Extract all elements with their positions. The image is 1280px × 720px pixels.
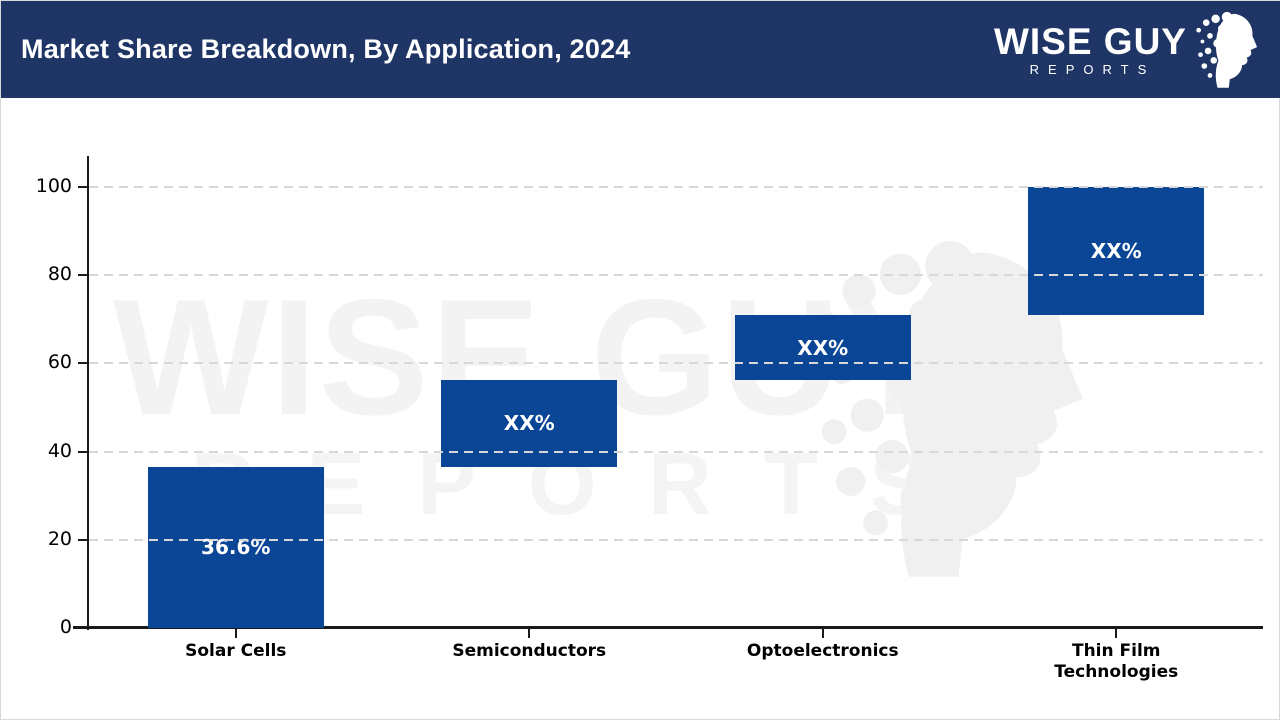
y-axis-tick-0 <box>78 627 87 629</box>
y-axis-tick-label-100: 100 <box>35 175 72 197</box>
x-axis-tick-solar-cells <box>234 629 237 638</box>
y-axis-tick-label-80: 80 <box>47 263 72 286</box>
header: Market Share Breakdown, By Application, … <box>1 1 1280 98</box>
x-axis-tick-thin-film-technologies <box>1115 629 1118 638</box>
gridline-80 <box>89 274 1263 277</box>
y-axis-tick-80 <box>78 274 87 277</box>
gridline-20 <box>89 538 1263 541</box>
y-axis-tick-40 <box>78 450 87 453</box>
bar-thin-film-technologies: XX% <box>1028 187 1205 316</box>
x-axis-label-optoelectronics: Optoelectronics <box>746 641 899 661</box>
y-axis-line <box>87 156 89 630</box>
y-axis-tick-100 <box>78 186 87 188</box>
y-axis-tick-label-20: 20 <box>47 527 72 550</box>
x-axis-label-semiconductors: Semiconductors <box>452 641 607 661</box>
brand-logo-name: WISE GUY <box>993 21 1187 62</box>
bar-value-label-semiconductors: XX% <box>503 411 555 436</box>
gridline-40 <box>89 450 1263 453</box>
bar-solar-cells: 36.6% <box>147 466 324 628</box>
x-axis-line <box>73 626 1263 629</box>
bar-optoelectronics: XX% <box>734 315 911 381</box>
x-axis-label-solar-cells: Solar Cells <box>185 641 287 661</box>
y-axis-tick-label-40: 40 <box>47 439 72 462</box>
bar-value-label-thin-film-technologies: XX% <box>1090 239 1142 264</box>
bar-semiconductors: XX% <box>441 380 618 467</box>
bar-value-label-optoelectronics: XX% <box>797 335 849 360</box>
y-axis-tick-20 <box>78 538 87 541</box>
gridline-100 <box>89 186 1263 188</box>
gridline-60 <box>89 362 1263 365</box>
x-axis-tick-optoelectronics <box>821 629 824 638</box>
y-axis-tick-label-60: 60 <box>47 351 72 374</box>
page-title: Market Share Breakdown, By Application, … <box>21 34 631 64</box>
brand-logo-subtitle: REPORTS <box>1029 62 1156 77</box>
brand-logo-face-icon <box>1196 11 1258 88</box>
x-axis-label-thin-film-technologies: Thin Film Technologies <box>1054 641 1179 683</box>
watermark-face-dots <box>813 241 1083 577</box>
y-axis-tick-label-0: 0 <box>59 616 72 638</box>
x-axis-tick-semiconductors <box>528 629 531 638</box>
brand-logo: WISE GUY REPORTS <box>994 11 1259 89</box>
y-axis-tick-60 <box>78 362 87 365</box>
